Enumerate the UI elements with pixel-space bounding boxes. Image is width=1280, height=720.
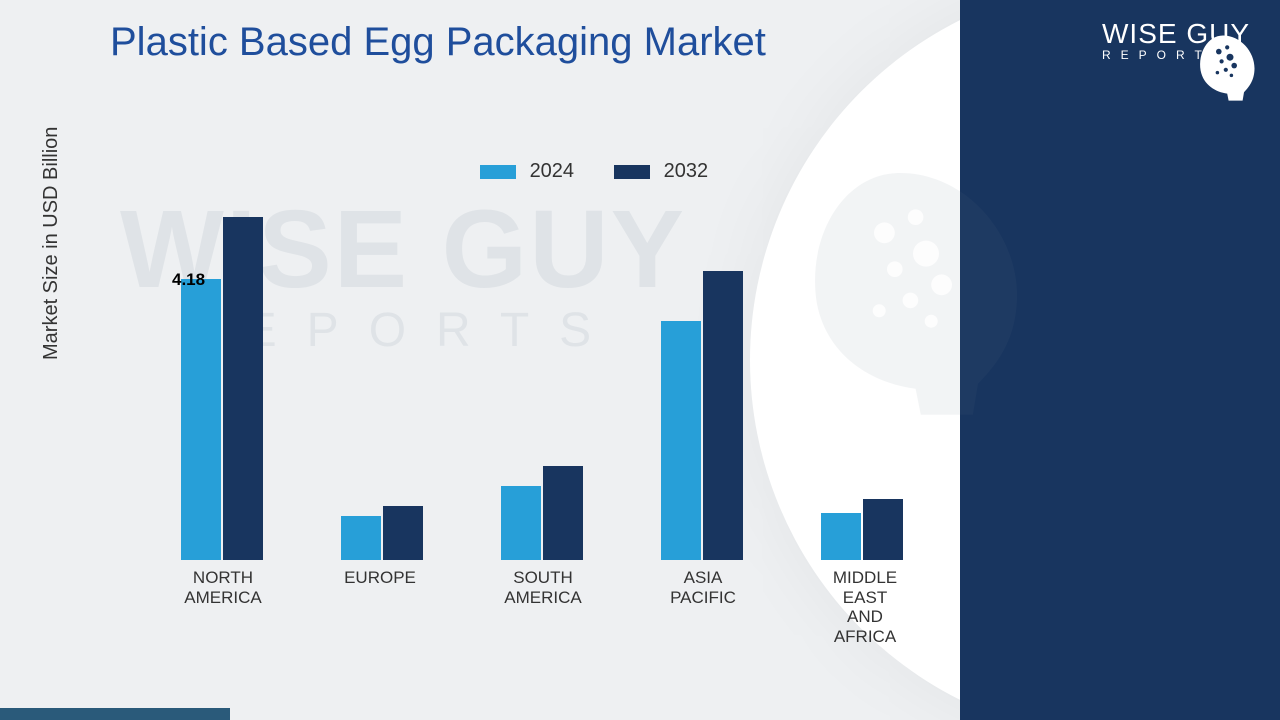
chart-title: Plastic Based Egg Packaging Market	[110, 20, 766, 65]
bar	[661, 321, 701, 560]
bar-group	[660, 271, 744, 560]
legend-item-2032: 2032	[614, 160, 708, 183]
chart-legend: 2024 2032	[480, 160, 708, 183]
y-axis-label: Market Size in USD Billion	[40, 127, 63, 360]
legend-swatch-2024	[480, 165, 516, 179]
brand-head-icon	[1188, 32, 1258, 102]
bar-value-label: 4.18	[172, 270, 205, 290]
bar	[543, 466, 583, 560]
bar-chart: Market Size in USD Billion 2024 2032 4.1…	[60, 160, 940, 660]
bar	[181, 279, 221, 560]
bar-group	[180, 217, 264, 560]
plot-area: 4.18	[140, 190, 940, 560]
legend-item-2024: 2024	[480, 160, 574, 183]
bottom-accent-strip	[0, 708, 230, 720]
bar-group	[500, 466, 584, 560]
bar	[223, 217, 263, 560]
bar	[703, 271, 743, 560]
legend-swatch-2032	[614, 165, 650, 179]
x-axis-label: MIDDLEEASTANDAFRICA	[820, 568, 910, 646]
x-axis-label: NORTHAMERICA	[158, 568, 288, 607]
bar-group	[820, 499, 904, 560]
right-panel	[960, 0, 1280, 720]
x-axis-label: EUROPE	[330, 568, 430, 588]
bar	[821, 513, 861, 560]
chart-canvas: WISE GUY REPORTS Plastic Based Egg Packa…	[0, 0, 1280, 720]
bar-group	[340, 506, 424, 560]
brand-logo: WISE GUY REPORTS	[1102, 18, 1250, 62]
x-axis-label: ASIAPACIFIC	[648, 568, 758, 607]
bar	[341, 516, 381, 560]
bar	[501, 486, 541, 560]
bar	[863, 499, 903, 560]
legend-label-2032: 2032	[664, 160, 709, 182]
x-axis-label: SOUTHAMERICA	[478, 568, 608, 607]
legend-label-2024: 2024	[530, 160, 575, 182]
bar	[383, 506, 423, 560]
